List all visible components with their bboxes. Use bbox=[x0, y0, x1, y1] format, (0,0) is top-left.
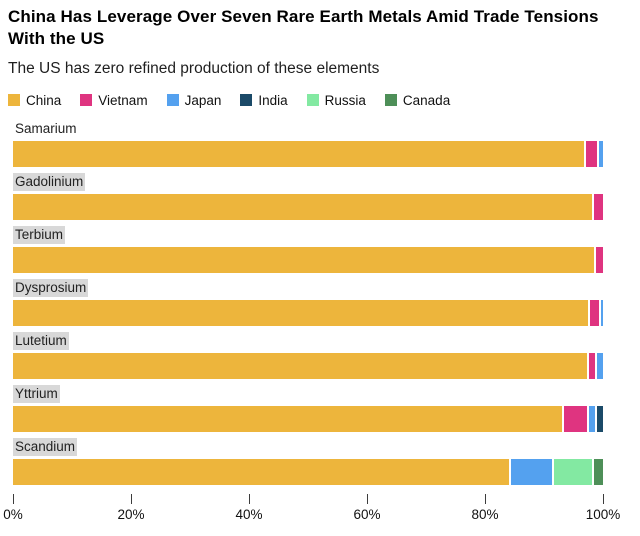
axis-tick bbox=[249, 493, 250, 504]
bar-track bbox=[13, 405, 603, 432]
legend-swatch-icon bbox=[8, 94, 20, 107]
bar-segment-vietnam bbox=[586, 140, 597, 167]
axis-tick bbox=[13, 493, 14, 504]
bar-segment-vietnam bbox=[563, 405, 588, 432]
bar-row: Gadolinium bbox=[13, 172, 632, 220]
legend-label: Japan bbox=[184, 92, 222, 108]
bar-row: Terbium bbox=[13, 225, 632, 273]
legend-swatch-icon bbox=[166, 94, 179, 107]
bar-row: Scandium bbox=[13, 437, 632, 485]
bar-track bbox=[13, 246, 603, 273]
bar-segment-japan bbox=[589, 405, 596, 432]
legend-swatch-icon bbox=[306, 94, 319, 107]
legend-item-russia: Russia bbox=[306, 92, 366, 108]
bar-label: Samarium bbox=[15, 120, 77, 136]
bar-label: Yttrium bbox=[13, 384, 60, 403]
legend-label: India bbox=[258, 92, 288, 108]
bar-track bbox=[13, 193, 603, 220]
bar-track bbox=[13, 352, 603, 379]
bar-segment-china bbox=[13, 140, 585, 167]
bar-track bbox=[13, 140, 603, 167]
axis-tick-label: 40% bbox=[235, 506, 263, 522]
axis-tick-label: 100% bbox=[585, 506, 621, 522]
bar-segment-china bbox=[13, 299, 589, 326]
bar-row: Yttrium bbox=[13, 384, 632, 432]
bar-track bbox=[13, 458, 603, 485]
bar-track bbox=[13, 299, 603, 326]
legend-item-china: China bbox=[8, 93, 61, 108]
bar-segment-vietnam bbox=[590, 299, 599, 326]
legend-swatch-icon bbox=[240, 94, 253, 107]
axis-tick-label: 20% bbox=[117, 506, 145, 522]
legend-swatch-icon bbox=[384, 94, 397, 107]
bar-segment-china bbox=[13, 352, 588, 379]
axis-tick bbox=[485, 493, 486, 504]
bar-segment-japan bbox=[600, 299, 603, 326]
bar-segment-vietnam bbox=[595, 246, 603, 273]
bar-row: Samarium bbox=[13, 120, 632, 167]
bar-label: Dysprosium bbox=[13, 278, 89, 297]
legend-item-canada: Canada bbox=[384, 92, 451, 108]
axis-tick bbox=[603, 493, 604, 504]
legend-item-india: India bbox=[240, 92, 288, 108]
bar-segment-china bbox=[13, 458, 510, 485]
legend-label: Canada bbox=[402, 92, 451, 108]
axis-tick bbox=[131, 493, 132, 504]
bar-row: Lutetium bbox=[13, 331, 632, 379]
bar-label: Terbium bbox=[13, 225, 66, 244]
bar-segment-japan bbox=[597, 352, 603, 379]
bar-segment-india bbox=[597, 405, 603, 432]
bar-segment-japan bbox=[511, 458, 553, 485]
legend-label: Vietnam bbox=[98, 92, 148, 108]
bar-segment-vietnam bbox=[594, 193, 603, 220]
bar-row: Dysprosium bbox=[13, 278, 632, 326]
axis-tick-label: 80% bbox=[471, 506, 499, 522]
bar-chart: Samarium Gadolinium Terbium Dysprosium Lutet… bbox=[13, 120, 632, 485]
legend-label: China bbox=[26, 92, 62, 108]
bar-label: Lutetium bbox=[13, 331, 69, 350]
axis-tick bbox=[367, 493, 368, 504]
legend-item-japan: Japan bbox=[166, 92, 222, 108]
chart-legend: China Vietnam Japan India Russia Canada bbox=[8, 93, 632, 108]
x-axis: 0% 20% 40% 60% 80% 100% bbox=[3, 493, 620, 530]
axis-tick-label: 60% bbox=[353, 506, 381, 522]
bar-segment-canada bbox=[594, 458, 603, 485]
chart-subtitle: The US has zero refined production of th… bbox=[8, 59, 380, 77]
chart-title: China Has Leverage Over Seven Rare Earth… bbox=[8, 7, 599, 49]
bar-segment-china bbox=[13, 405, 562, 432]
bar-segment-vietnam bbox=[589, 352, 596, 379]
legend-swatch-icon bbox=[80, 94, 93, 107]
legend-item-vietnam: Vietnam bbox=[80, 92, 148, 108]
axis-tick-label: 0% bbox=[3, 506, 23, 522]
bar-segment-japan bbox=[598, 140, 603, 167]
bar-segment-china bbox=[13, 193, 593, 220]
legend-label: Russia bbox=[324, 92, 366, 108]
bar-segment-china bbox=[13, 246, 594, 273]
bar-label: Gadolinium bbox=[13, 172, 86, 191]
bar-label: Scandium bbox=[13, 437, 78, 456]
bar-segment-russia bbox=[554, 458, 593, 485]
